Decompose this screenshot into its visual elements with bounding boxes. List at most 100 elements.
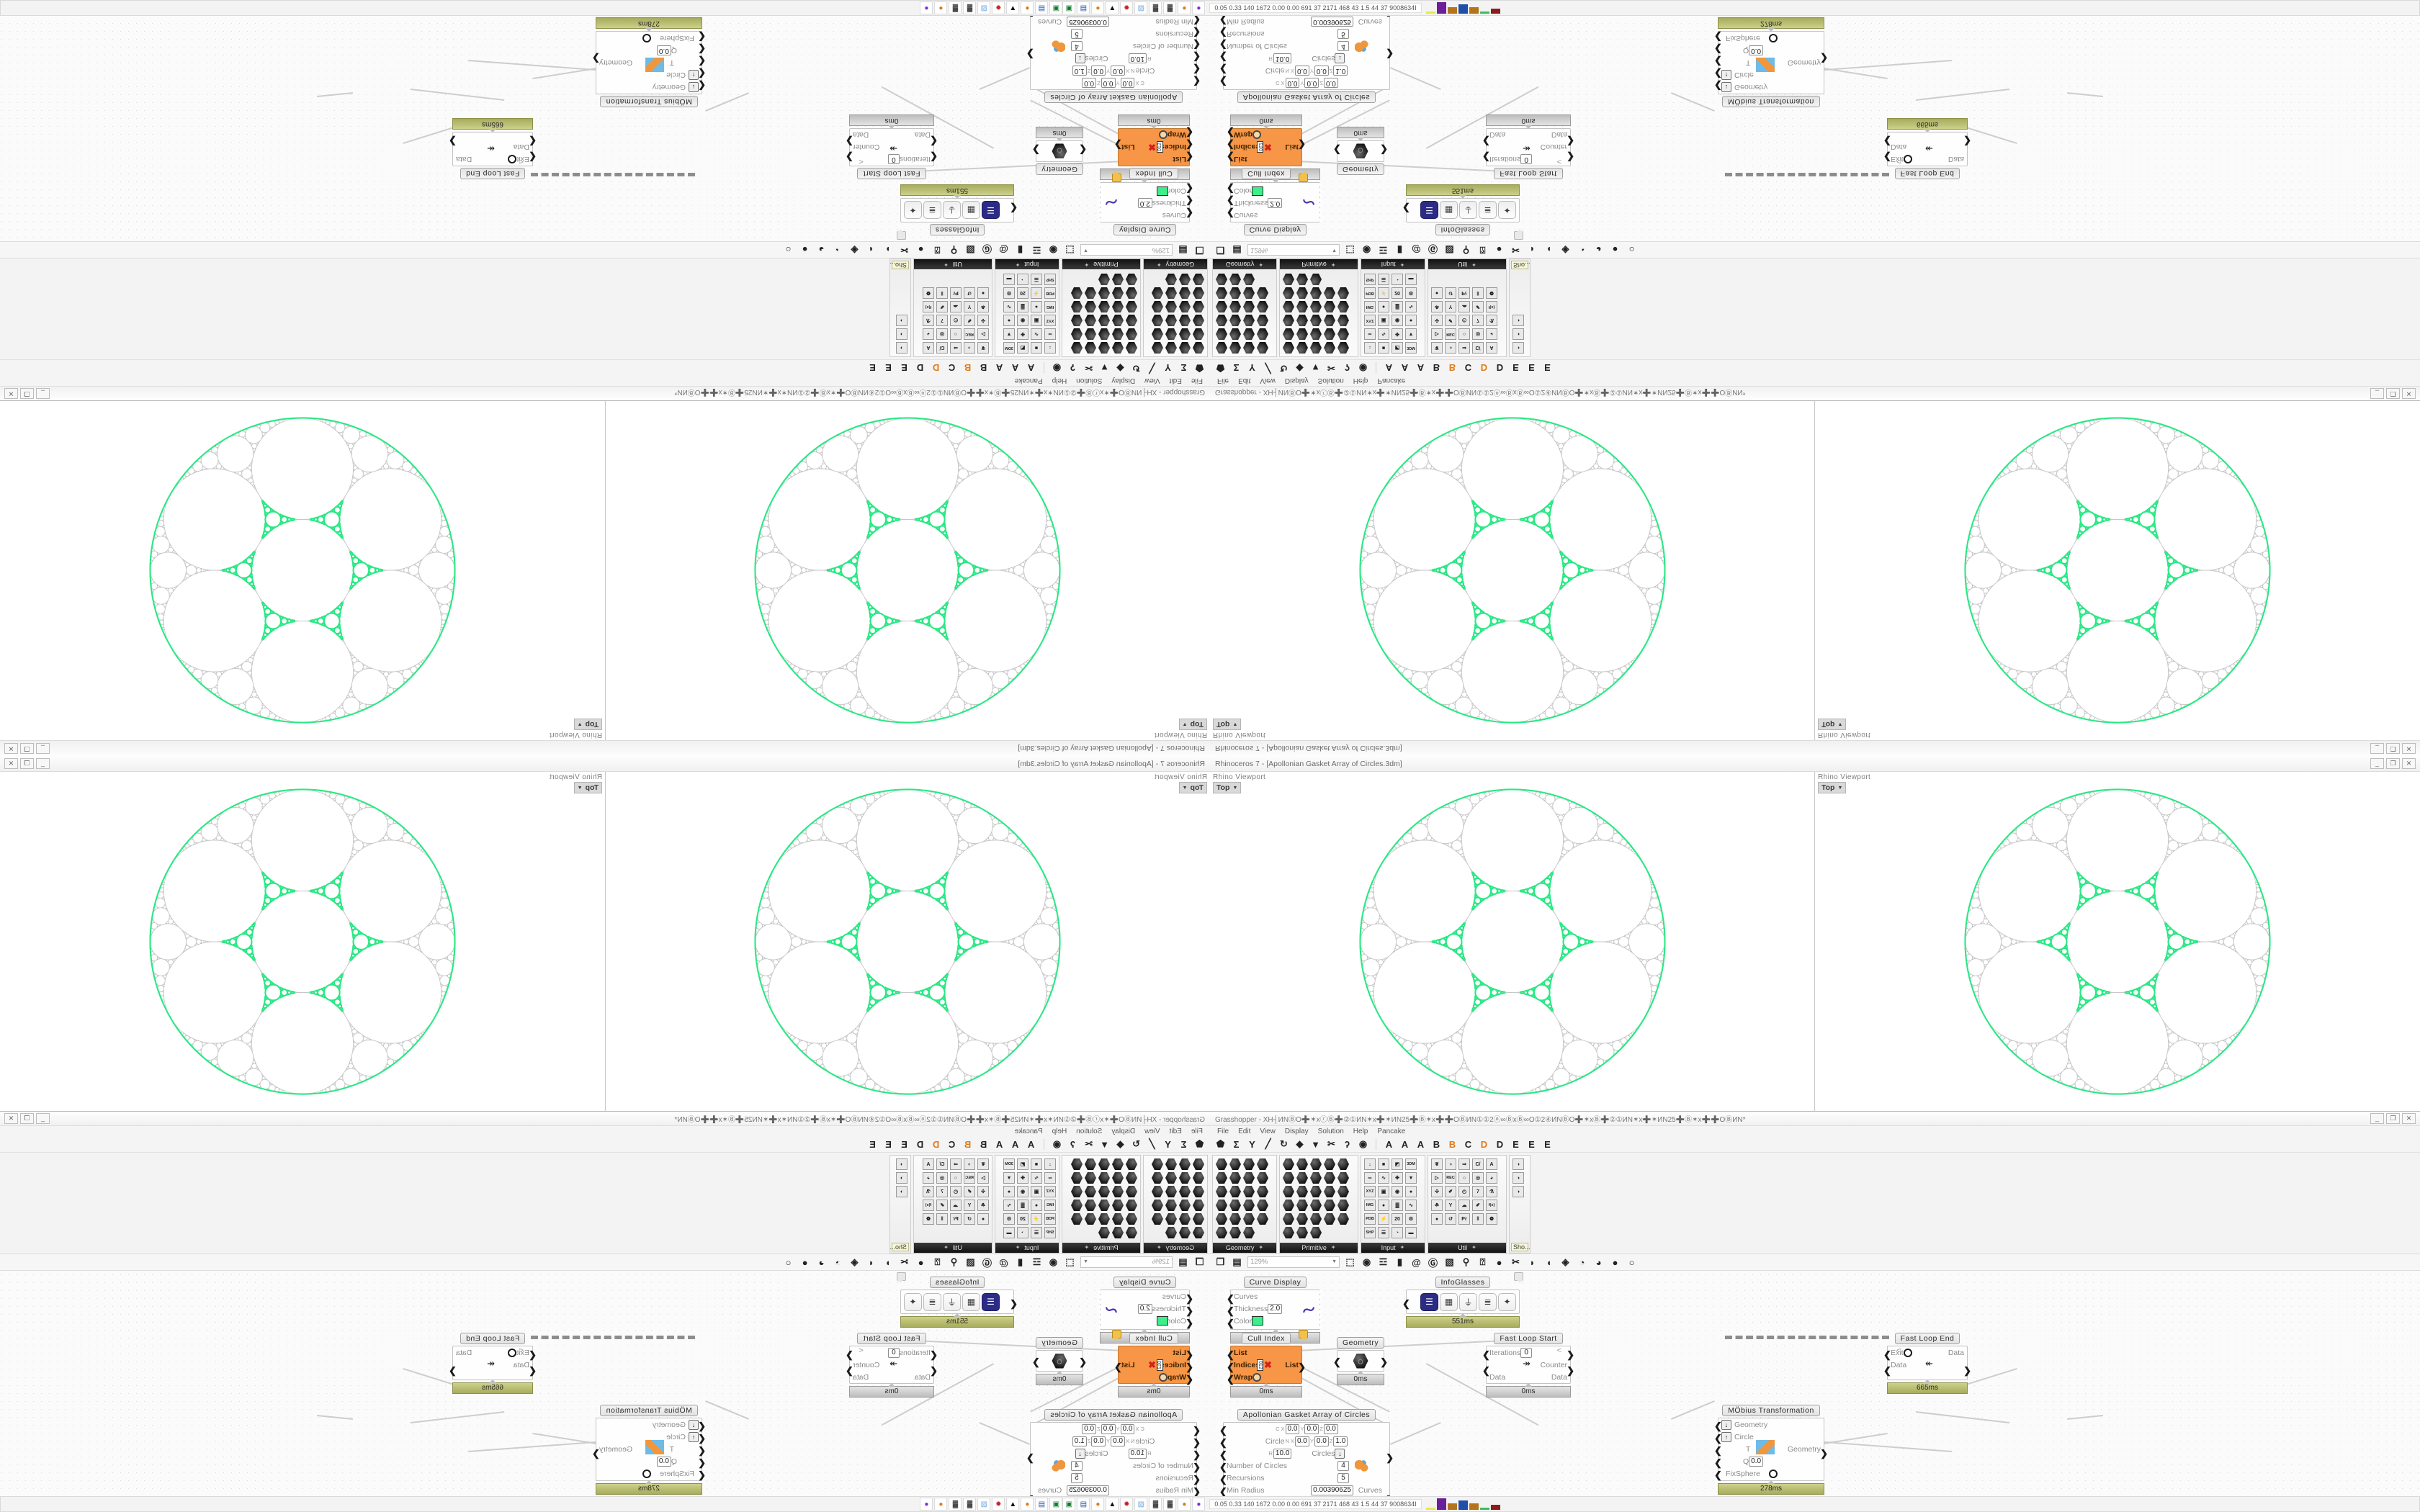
component-icon[interactable] bbox=[1296, 1158, 1308, 1170]
droplet-icon[interactable]: ◆ bbox=[1296, 363, 1304, 374]
ribbon-cell[interactable] bbox=[1309, 328, 1322, 341]
center-x-field[interactable]: 0.0 bbox=[1285, 78, 1300, 89]
component-icon[interactable]: 20 bbox=[1392, 287, 1403, 299]
grasshopper-titlebar[interactable]: Grasshopper - XH┤ИNⒷO➕✶xⓡⒷ➕②①ИN✶x➕✶ИN25➕… bbox=[0, 386, 1210, 400]
component-icon[interactable] bbox=[1112, 342, 1124, 354]
component-icon[interactable]: ◑ bbox=[1512, 342, 1524, 354]
input-port[interactable]: ❮ bbox=[529, 152, 537, 163]
component-icon[interactable] bbox=[1324, 1200, 1335, 1211]
ribbon-cell[interactable]: ❁ bbox=[1485, 287, 1498, 300]
ribbon-cell[interactable]: ⇒ bbox=[949, 1158, 962, 1171]
ribbon-cell[interactable] bbox=[1111, 273, 1124, 286]
canvas-tool-10[interactable]: ✂ bbox=[1512, 1256, 1520, 1267]
color-swatch[interactable] bbox=[1156, 186, 1168, 196]
ribbon-cell[interactable] bbox=[1323, 1185, 1336, 1198]
component-icon[interactable] bbox=[1216, 287, 1227, 299]
ribbon-cell[interactable]: ◩ bbox=[1391, 341, 1404, 354]
component-icon[interactable] bbox=[1193, 342, 1204, 354]
ribbon-cell[interactable]: ▣ bbox=[1030, 1185, 1043, 1198]
component-icon[interactable] bbox=[1216, 1213, 1227, 1225]
ribbon-cell[interactable]: ✐ bbox=[963, 314, 976, 327]
component-icon[interactable] bbox=[1112, 315, 1124, 326]
ribbon-cell[interactable]: 3DM bbox=[1404, 1158, 1417, 1171]
gh-component-geometry-param[interactable]: Geometry ❮ ❯ ◌ 0ms bbox=[1032, 1337, 1087, 1385]
menu-item-view[interactable]: View bbox=[1144, 377, 1160, 384]
component-icon[interactable]: ⚙ bbox=[1405, 287, 1417, 299]
input-port[interactable]: ❮ bbox=[1714, 56, 1722, 67]
component-body-geometry-param[interactable]: ❮ ❯ ◌ bbox=[1333, 1350, 1388, 1372]
ribbon-cell[interactable] bbox=[1242, 1171, 1255, 1184]
ribbon-cell[interactable] bbox=[1098, 1212, 1111, 1225]
menu-item-pancake[interactable]: Pancake bbox=[1014, 377, 1043, 384]
ribbon-cell[interactable]: ● bbox=[1404, 1185, 1417, 1198]
ribbon-cell[interactable]: 20 bbox=[1016, 287, 1029, 300]
component-icon[interactable]: ↓ bbox=[1044, 1158, 1056, 1170]
ribbon-cell[interactable] bbox=[1282, 328, 1295, 341]
ribbon-cell[interactable]: ▼ bbox=[1404, 328, 1417, 341]
ribbon-cell[interactable]: ▓ bbox=[1016, 1199, 1029, 1212]
canvas-tool-17[interactable]: ○ bbox=[1628, 1256, 1635, 1268]
zoom-level-field[interactable]: 129% ▼ bbox=[1080, 1256, 1173, 1268]
output-port[interactable]: ❯ bbox=[1386, 1495, 1394, 1497]
grasshopper-titlebar[interactable]: Grasshopper - XH┤ИNⒷO➕✶xⓡⒷ➕②①ИN✶x➕✶ИN25➕… bbox=[1210, 386, 2420, 400]
ribbon-cell[interactable] bbox=[1084, 1185, 1097, 1198]
disk-icon[interactable]: ● bbox=[1178, 1, 1191, 14]
component-icon[interactable] bbox=[1126, 274, 1137, 285]
ribbon-group-label-primitive[interactable]: Primitive ✦ bbox=[1062, 1243, 1140, 1253]
canvas-tool-6[interactable]: ▧ bbox=[1445, 245, 1454, 256]
ribbon-cell[interactable] bbox=[1070, 1158, 1083, 1171]
menu-item-file[interactable]: File bbox=[1217, 1128, 1229, 1135]
normal-y-field[interactable]: 0.0 bbox=[1314, 1436, 1329, 1446]
ribbon-cell[interactable] bbox=[1192, 328, 1205, 341]
ribbon-grid-overflow[interactable]: ◑ ◑ ◑ bbox=[1510, 1156, 1530, 1241]
ribbon-cell[interactable] bbox=[1296, 1212, 1309, 1225]
ribbon-cell[interactable] bbox=[1084, 1212, 1097, 1225]
component-icon[interactable] bbox=[1085, 1172, 1096, 1184]
component-body-cull-index[interactable]: ❮ ❮ ❮ ❯ List Indices List Wrap 012 ✖ bbox=[1227, 1346, 1306, 1384]
component-icon[interactable]: ▼ bbox=[1405, 1172, 1417, 1184]
open-file-icon[interactable]: ❐ bbox=[1216, 1256, 1225, 1267]
ribbon-cell[interactable]: A bbox=[1485, 341, 1498, 354]
component-icon[interactable] bbox=[1243, 1213, 1255, 1225]
component-icon[interactable]: f(x) bbox=[923, 301, 934, 312]
ribbon-cell[interactable] bbox=[1178, 1158, 1191, 1171]
radius-field[interactable]: 10.0 bbox=[1128, 1448, 1147, 1459]
ribbon-cell[interactable] bbox=[1125, 300, 1138, 313]
input-port[interactable]: ❮ bbox=[1482, 136, 1490, 147]
ribbon-tab-letter-8[interactable]: E bbox=[901, 1138, 908, 1150]
canvas-tool-17[interactable]: ○ bbox=[785, 244, 792, 256]
ribbon-group-primitive[interactable]: Primitive ✦ bbox=[1279, 1155, 1358, 1254]
ribbon-tab-letter-2[interactable]: A bbox=[995, 1138, 1003, 1150]
ribbon-cell[interactable] bbox=[1323, 1158, 1336, 1171]
gh-component-infoglasses[interactable]: InfoGlasses ❮ ☰ ▦ ⏚ ≣ ✦ 551ms bbox=[897, 184, 1018, 240]
component-icon[interactable]: ✤ bbox=[1017, 328, 1028, 340]
component-icon[interactable]: ● bbox=[1378, 1200, 1389, 1211]
component-icon[interactable] bbox=[1112, 274, 1124, 285]
component-icon[interactable]: ○ bbox=[950, 1172, 962, 1184]
component-body-cull-index[interactable]: ❮ ❮ ❮ ❯ List Indices List Wrap 012 ✖ bbox=[1114, 127, 1193, 166]
component-body-curve-display[interactable]: ❮ ❮ ❮ Curves Thickness 2.0 Color 〜 bbox=[1227, 182, 1323, 222]
component-icon[interactable] bbox=[1165, 1186, 1177, 1197]
component-icon[interactable]: A bbox=[923, 342, 934, 354]
menu-item-file[interactable]: File bbox=[1217, 377, 1229, 384]
grasshopper-canvas-toolbar[interactable]: ❐ ▤ 129% ▼ ⬚ ◉ ☲ ▮ @ Ⓖ ▧ ⚲ ⍰ ● ✂ ◗ ◖ ◈ ◔ ◕ ● ○ bbox=[0, 1254, 1210, 1271]
ribbon-cell[interactable] bbox=[1151, 341, 1164, 354]
ribbon-cell[interactable] bbox=[1151, 328, 1164, 341]
component-icon[interactable]: ● bbox=[1378, 301, 1389, 312]
output-port[interactable]: ❯ bbox=[1963, 136, 1971, 147]
ribbon-cell[interactable] bbox=[1151, 287, 1164, 300]
ribbon-cell[interactable] bbox=[1165, 287, 1178, 300]
component-icon[interactable]: 7 bbox=[1472, 315, 1484, 326]
slash-icon[interactable]: ╱ bbox=[1265, 363, 1271, 374]
ribbon-cell[interactable] bbox=[1337, 1212, 1350, 1225]
output-port[interactable]: ❯ bbox=[1380, 1356, 1388, 1367]
ribbon-cell[interactable] bbox=[1282, 1212, 1295, 1225]
component-body-curve-display[interactable]: ❮ ❮ ❮ Curves Thickness 2.0 Color 〜 bbox=[1097, 1290, 1193, 1330]
list-icon[interactable]: ☰ bbox=[982, 1292, 1000, 1311]
input-port[interactable]: ❮ bbox=[1010, 203, 1018, 214]
ribbon-cell[interactable] bbox=[1178, 1226, 1191, 1239]
ribbon-grid-input[interactable]: ↓ ■ ◩ 3DM ∞ ∿ ✤ ▼ XYZ ▣ ◉ ● IMG ● ▓ ∿ PDB ⚡ 20 ⚙ SHP ☰ ◔ ▬ bbox=[1361, 1156, 1425, 1243]
ribbon-group-util[interactable]: ❦ ◑ ⇒ C/A ▷ REC ○ ◎ ◕ ✣ ✐ ◴ 7 ⚗ ☘ Y ☁ ✐ f(x) ● ↺ Pr ‖ ❁ Util ✦ bbox=[913, 1155, 992, 1254]
component-icon[interactable]: ◑ bbox=[1512, 1172, 1524, 1184]
component-icon[interactable]: ❦ bbox=[977, 1158, 989, 1170]
